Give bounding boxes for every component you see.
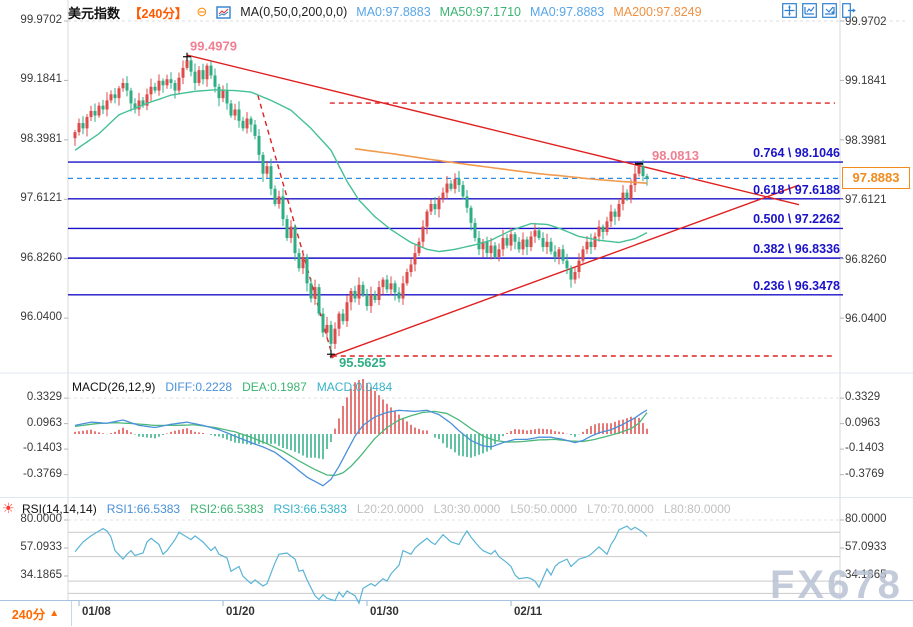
rsi-l50-value: L50:50.0000: [510, 502, 578, 516]
main-y-label: 96.0400: [845, 313, 887, 326]
macd-y-label: 0.0963: [26, 416, 62, 429]
swing-high-price-label: 98.0813: [652, 148, 699, 163]
ma200-value: MA200:97.8249: [613, 5, 702, 19]
rsi3-value: RSI3:66.5383: [273, 502, 347, 516]
main-y-label: 96.8260: [20, 251, 62, 264]
ma0-value: MA0:97.8883: [356, 5, 431, 19]
date-axis-label: 02/11: [514, 606, 543, 618]
rsi-l80-value: L80:80.0000: [663, 502, 731, 516]
main-y-label: 99.9702: [20, 14, 62, 26]
rsi1-value: RSI1:66.5383: [106, 502, 181, 516]
date-axis-label: 01/30: [370, 606, 399, 618]
rsi-y-label: 57.0933: [845, 541, 887, 553]
ma200-line: [354, 148, 648, 184]
rsi-line: [74, 525, 648, 605]
ma50-line: [74, 89, 648, 253]
macd-value: MACD:0.0484: [316, 380, 393, 394]
chart-toolbar: [782, 3, 857, 18]
symbol-title: 美元指数: [68, 5, 121, 21]
chart-scale-right-icon[interactable]: [822, 3, 837, 18]
ma0-value-2: MA0:97.8883: [529, 5, 605, 19]
main-y-label: 99.1841: [20, 73, 62, 86]
rsi2-value: RSI2:66.5383: [190, 502, 264, 516]
ma-chart-icon[interactable]: [216, 5, 231, 19]
fib-level-label: 0.618 \ 97.6188: [753, 182, 840, 197]
interval-up-arrow-icon: ▲: [49, 608, 60, 619]
rsi-y-label: 80.0000: [845, 513, 887, 525]
ma-settings-label[interactable]: MA(0,50,0,200,0,0): [240, 5, 348, 19]
main-y-label: 96.0400: [20, 311, 62, 324]
trough-price-label: 95.5625: [339, 355, 386, 370]
rsi-y-label: 80.0000: [20, 513, 62, 525]
date-axis-label: 01/20: [226, 606, 255, 618]
fib-level-label: 0.236 \ 96.3478: [753, 278, 840, 293]
rsi-y-label: 34.1865: [845, 569, 887, 581]
indicator-settings-icon[interactable]: ☀: [2, 500, 15, 516]
rsi-header: RSI(14,14,14) RSI1:66.5383 RSI2:66.5383 …: [22, 502, 731, 516]
fib-level-label: 0.500 \ 97.2262: [753, 212, 840, 227]
macd-y-label: 0.3329: [845, 391, 881, 404]
fib-level-label: 0.382 \ 96.8336: [753, 242, 840, 257]
rsi-y-label: 34.1865: [20, 569, 62, 581]
interval-selector-button[interactable]: 240分 ▲: [0, 601, 72, 626]
main-y-label: 97.6121: [845, 194, 887, 207]
main-y-label: 99.9702: [845, 16, 887, 28]
collapse-panel-icon[interactable]: [842, 3, 857, 18]
trendline-1: [329, 184, 800, 358]
macd-y-label: -0.1403: [22, 442, 62, 455]
macd-y-label: -0.3769: [845, 467, 885, 480]
rsi-l70-value: L70:70.0000: [587, 502, 654, 516]
last-price-tag: 97.8883: [842, 167, 910, 189]
crosshair-move-icon[interactable]: [782, 3, 797, 18]
trendline-0: [186, 54, 800, 206]
fib-level-label: 0.764 \ 98.1046: [753, 146, 840, 161]
chart-scale-left-icon[interactable]: [802, 3, 817, 18]
macd-dea-line: [74, 410, 648, 477]
interval-selector-label: 240分: [11, 608, 46, 622]
rsi-l30-value: L30:30.0000: [433, 502, 501, 516]
main-y-label: 97.6121: [20, 192, 62, 205]
rsi-l20-value: L20:20.0000: [356, 502, 424, 516]
date-axis-label: 01/08: [82, 606, 111, 618]
main-y-label: 98.3981: [845, 134, 887, 147]
macd-diff-value: DIFF:0.2228: [165, 380, 233, 394]
rsi-title[interactable]: RSI(14,14,14): [22, 502, 97, 516]
ma50-value: MA50:97.1710: [439, 5, 521, 19]
chart-header: 美元指数 【240分】 ⊖ MA(0,50,0,200,0,0) MA0:97.…: [68, 2, 702, 22]
macd-dea-value: DEA:0.1987: [242, 380, 307, 394]
macd-header: MACD(26,12,9) DIFF:0.2228 DEA:0.1987 MAC…: [72, 380, 392, 394]
macd-y-label: 0.0963: [845, 416, 881, 429]
main-y-label: 98.3981: [20, 132, 62, 145]
collapse-indicator-icon[interactable]: ⊖: [196, 4, 208, 19]
macd-y-label: -0.1403: [845, 442, 885, 455]
interval-label[interactable]: 【240分】: [129, 6, 188, 21]
rsi-y-label: 57.0933: [20, 541, 62, 553]
main-y-label: 96.8260: [845, 253, 887, 266]
macd-title[interactable]: MACD(26,12,9): [72, 380, 156, 394]
macd-y-label: -0.3769: [22, 467, 62, 480]
macd-diff-line: [74, 409, 648, 487]
macd-y-label: 0.3329: [26, 391, 62, 404]
main-y-label: 99.1841: [845, 75, 887, 88]
peak-price-label: 99.4979: [190, 39, 237, 54]
